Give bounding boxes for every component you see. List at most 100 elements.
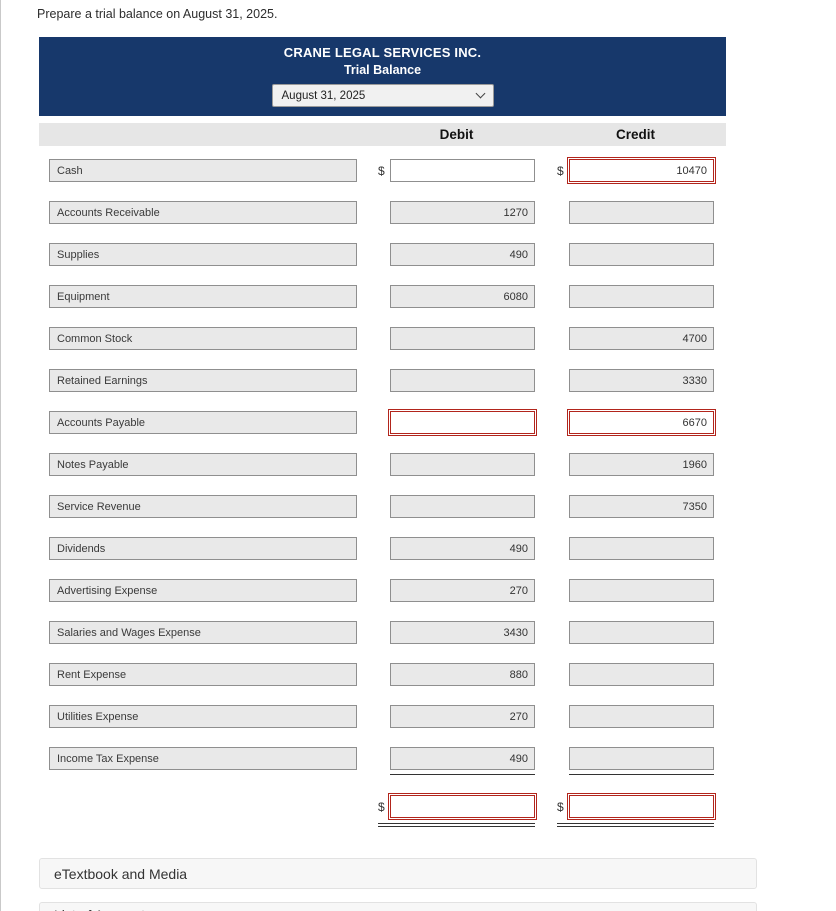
debit-field[interactable]: 3430 — [390, 621, 535, 644]
account-label: Service Revenue — [57, 500, 141, 513]
credit-total-double-rule — [557, 823, 714, 827]
debit-column-header: Debit — [439, 127, 474, 142]
debit-field[interactable]: 6080 — [390, 285, 535, 308]
account-name-box: Common Stock — [49, 327, 357, 350]
debit-field[interactable] — [390, 159, 535, 182]
credit-field[interactable]: 4700 — [569, 327, 714, 350]
etextbook-label: eTextbook and Media — [54, 865, 188, 882]
table-row: Cash $ $ 10470 — [39, 157, 726, 184]
worksheet-header: CRANE LEGAL SERVICES INC. Trial Balance … — [39, 37, 726, 116]
table-row: Utilities Expense 270 — [39, 705, 726, 728]
account-label: Dividends — [57, 542, 106, 555]
total-double-rule-row — [39, 823, 726, 827]
account-label: Cash — [57, 164, 83, 177]
table-row: Equipment 6080 — [39, 285, 726, 308]
credit-field[interactable] — [569, 579, 714, 602]
credit-field[interactable]: 7350 — [569, 495, 714, 518]
account-name-box: Service Revenue — [49, 495, 357, 518]
list-of-accounts-bar[interactable]: List of Accounts — [39, 902, 757, 911]
table-row: Retained Earnings 3330 — [39, 369, 726, 392]
account-name-box: Supplies — [49, 243, 357, 266]
debit-field[interactable] — [390, 453, 535, 476]
debit-subtotal-rule — [390, 774, 535, 775]
table-row: Supplies 490 — [39, 243, 726, 266]
account-label: Equipment — [57, 290, 110, 303]
account-name-box: Advertising Expense — [49, 579, 357, 602]
account-label: Notes Payable — [57, 458, 129, 471]
table-row: Service Revenue 7350 — [39, 495, 726, 518]
account-label: Retained Earnings — [57, 374, 148, 387]
account-label: Accounts Receivable — [57, 206, 160, 219]
debit-field[interactable] — [390, 327, 535, 350]
debit-total-dollar-sign: $ — [378, 799, 385, 814]
table-row: Salaries and Wages Expense 3430 — [39, 621, 726, 644]
credit-field[interactable] — [569, 621, 714, 644]
credit-total-dollar-sign: $ — [557, 799, 564, 814]
debit-field[interactable]: 270 — [390, 579, 535, 602]
credit-field[interactable]: 1960 — [569, 453, 714, 476]
credit-subtotal-rule — [569, 774, 714, 775]
debit-field[interactable]: 490 — [390, 747, 535, 770]
credit-column-header: Credit — [615, 127, 655, 142]
list-of-accounts-label: List of Accounts — [54, 907, 152, 911]
account-label: Accounts Payable — [57, 416, 146, 429]
account-name-box: Retained Earnings — [49, 369, 357, 392]
account-name-box: Income Tax Expense — [49, 747, 357, 770]
account-name-box: Accounts Payable — [49, 411, 357, 434]
table-row: Dividends 490 — [39, 537, 726, 560]
account-name-box: Salaries and Wages Expense — [49, 621, 357, 644]
chevron-down-icon — [475, 88, 485, 99]
debit-field[interactable] — [388, 409, 537, 436]
account-name-box: Equipment — [49, 285, 357, 308]
debit-field[interactable]: 490 — [390, 537, 535, 560]
table-row: Rent Expense 880 — [39, 663, 726, 686]
credit-field[interactable]: 3330 — [569, 369, 714, 392]
table-row: Income Tax Expense 490 — [39, 747, 726, 770]
debit-dollar-sign: $ — [378, 163, 385, 178]
debit-field[interactable] — [390, 369, 535, 392]
credit-field[interactable] — [569, 285, 714, 308]
credit-field[interactable] — [569, 747, 714, 770]
credit-field[interactable] — [569, 537, 714, 560]
debit-field[interactable]: 490 — [390, 243, 535, 266]
account-label: Salaries and Wages Expense — [57, 626, 201, 639]
debit-field[interactable]: 270 — [390, 705, 535, 728]
etextbook-bar[interactable]: eTextbook and Media — [39, 858, 757, 889]
credit-total-field[interactable] — [567, 793, 716, 820]
column-headers: Debit Credit — [39, 123, 726, 146]
debit-total-double-rule — [378, 823, 535, 827]
account-label: Utilities Expense — [57, 710, 139, 723]
credit-field[interactable] — [569, 201, 714, 224]
table-row: Accounts Receivable 1270 — [39, 201, 726, 224]
table-row: Notes Payable 1960 — [39, 453, 726, 476]
table-row: Advertising Expense 270 — [39, 579, 726, 602]
debit-field[interactable] — [390, 495, 535, 518]
account-label: Advertising Expense — [57, 584, 158, 597]
account-name-box: Cash — [49, 159, 357, 182]
account-name-box: Dividends — [49, 537, 357, 560]
totals-row: $ $ — [39, 793, 726, 820]
account-label: Income Tax Expense — [57, 752, 159, 765]
credit-field[interactable]: 10470 — [567, 157, 716, 184]
account-label: Supplies — [57, 248, 100, 261]
credit-field[interactable] — [569, 705, 714, 728]
table-row: Accounts Payable 6670 — [39, 409, 726, 436]
company-name: CRANE LEGAL SERVICES INC. — [283, 45, 482, 60]
credit-dollar-sign: $ — [557, 163, 564, 178]
debit-field[interactable]: 1270 — [390, 201, 535, 224]
subtotal-rule-row — [39, 774, 726, 775]
account-label: Common Stock — [57, 332, 133, 345]
date-select-value: August 31, 2025 — [281, 89, 366, 102]
report-title: Trial Balance — [343, 63, 422, 77]
account-name-box: Accounts Receivable — [49, 201, 357, 224]
trial-balance-worksheet: CRANE LEGAL SERVICES INC. Trial Balance … — [39, 37, 726, 827]
debit-field[interactable]: 880 — [390, 663, 535, 686]
credit-field[interactable] — [569, 243, 714, 266]
rows: Cash $ $ 10470 Accounts Receivable 1270 … — [39, 157, 726, 770]
credit-field[interactable]: 6670 — [567, 409, 716, 436]
credit-field[interactable] — [569, 663, 714, 686]
account-name-box: Utilities Expense — [49, 705, 357, 728]
date-select[interactable]: August 31, 2025 — [271, 84, 494, 107]
debit-total-field[interactable] — [388, 793, 537, 820]
